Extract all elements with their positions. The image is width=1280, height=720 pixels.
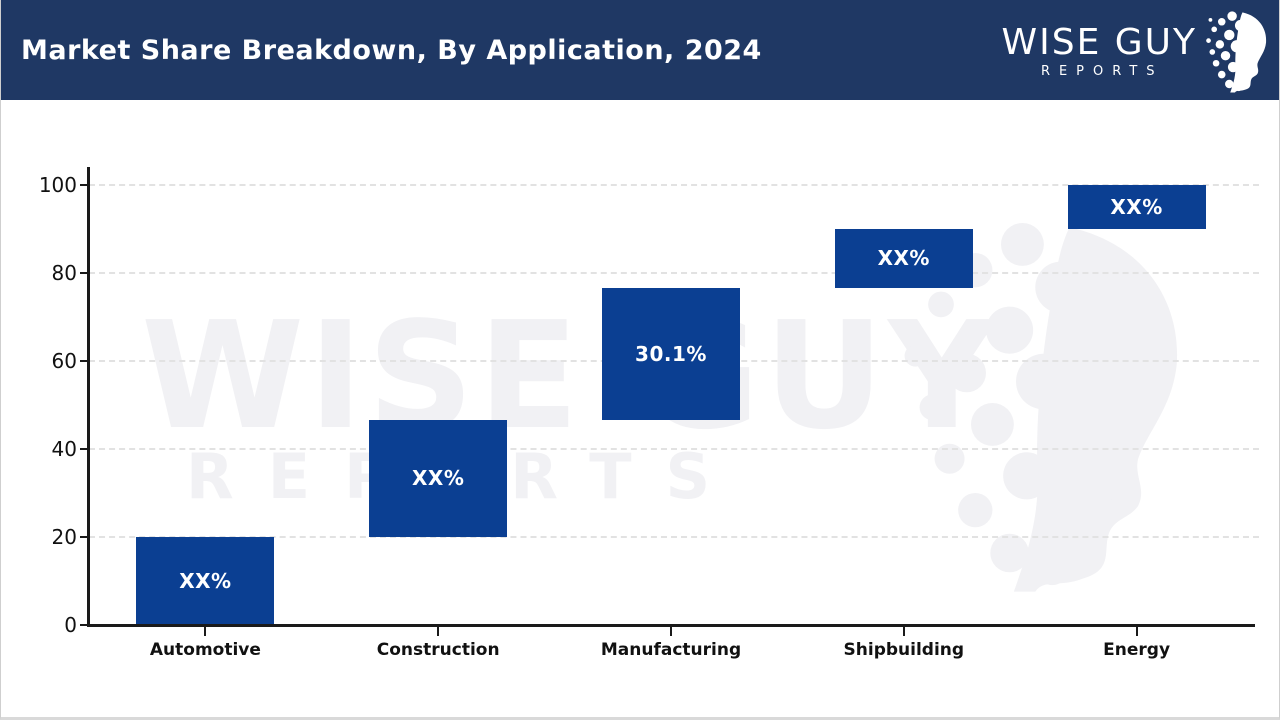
y-tick-mark [80, 536, 88, 538]
bar-energy: XX% [1067, 185, 1206, 230]
chart-area: WISE GUY REPORTS 020406080100AutomotiveX… [1, 100, 1279, 717]
bar-manufacturing: 30.1% [602, 287, 740, 420]
dotted-head-logo-icon [1206, 11, 1267, 93]
brand-logo-text: WISE GUY REPORTS [1002, 23, 1198, 80]
gridline [89, 184, 1259, 186]
gridline [89, 272, 1259, 274]
brand-logo: WISE GUY REPORTS [1002, 8, 1268, 94]
bar-value-label: XX% [877, 246, 930, 271]
bar-automotive: XX% [136, 537, 275, 625]
bar-shipbuilding: XX% [834, 229, 973, 288]
bar-construction: XX% [369, 419, 508, 537]
x-tick-mark [437, 627, 440, 636]
x-axis-label-manufacturing: Manufacturing [600, 640, 742, 660]
y-tick-mark [80, 360, 88, 362]
y-axis-line [87, 167, 90, 627]
bar-value-label: XX% [179, 569, 232, 593]
gridline [89, 448, 1259, 450]
brand-name: WISE GUY [1001, 21, 1197, 63]
x-tick-mark [204, 627, 207, 636]
y-tick-label: 20 [51, 525, 77, 549]
y-tick-label: 40 [51, 437, 77, 461]
header-bar: Market Share Breakdown, By Application, … [1, 0, 1279, 100]
x-tick-mark [902, 627, 905, 636]
x-axis-line [87, 624, 1255, 627]
x-axis-label-automotive: Automotive [149, 640, 261, 660]
gridline [89, 536, 1259, 538]
y-tick-mark [80, 184, 88, 186]
x-axis-label-construction: Construction [376, 640, 500, 660]
brand-subtitle: REPORTS [1040, 64, 1164, 80]
y-tick-label: 80 [51, 261, 77, 285]
y-tick-mark [80, 624, 88, 626]
y-tick-label: 100 [38, 173, 77, 197]
x-axis-label-shipbuilding: Shipbuilding [843, 640, 965, 660]
bar-value-label: XX% [411, 466, 465, 491]
watermark-brand-text: WISE GUY [141, 290, 1000, 462]
page-title: Market Share Breakdown, By Application, … [21, 34, 762, 66]
bar-value-label: XX% [1110, 195, 1163, 220]
x-tick-mark [670, 627, 672, 636]
x-tick-mark [1135, 627, 1138, 636]
y-tick-label: 0 [64, 613, 77, 637]
y-tick-mark [80, 448, 88, 450]
y-tick-label: 60 [51, 349, 77, 373]
bar-value-label: 30.1% [635, 341, 707, 366]
x-axis-label-energy: Energy [1103, 640, 1171, 660]
y-tick-mark [80, 272, 88, 274]
